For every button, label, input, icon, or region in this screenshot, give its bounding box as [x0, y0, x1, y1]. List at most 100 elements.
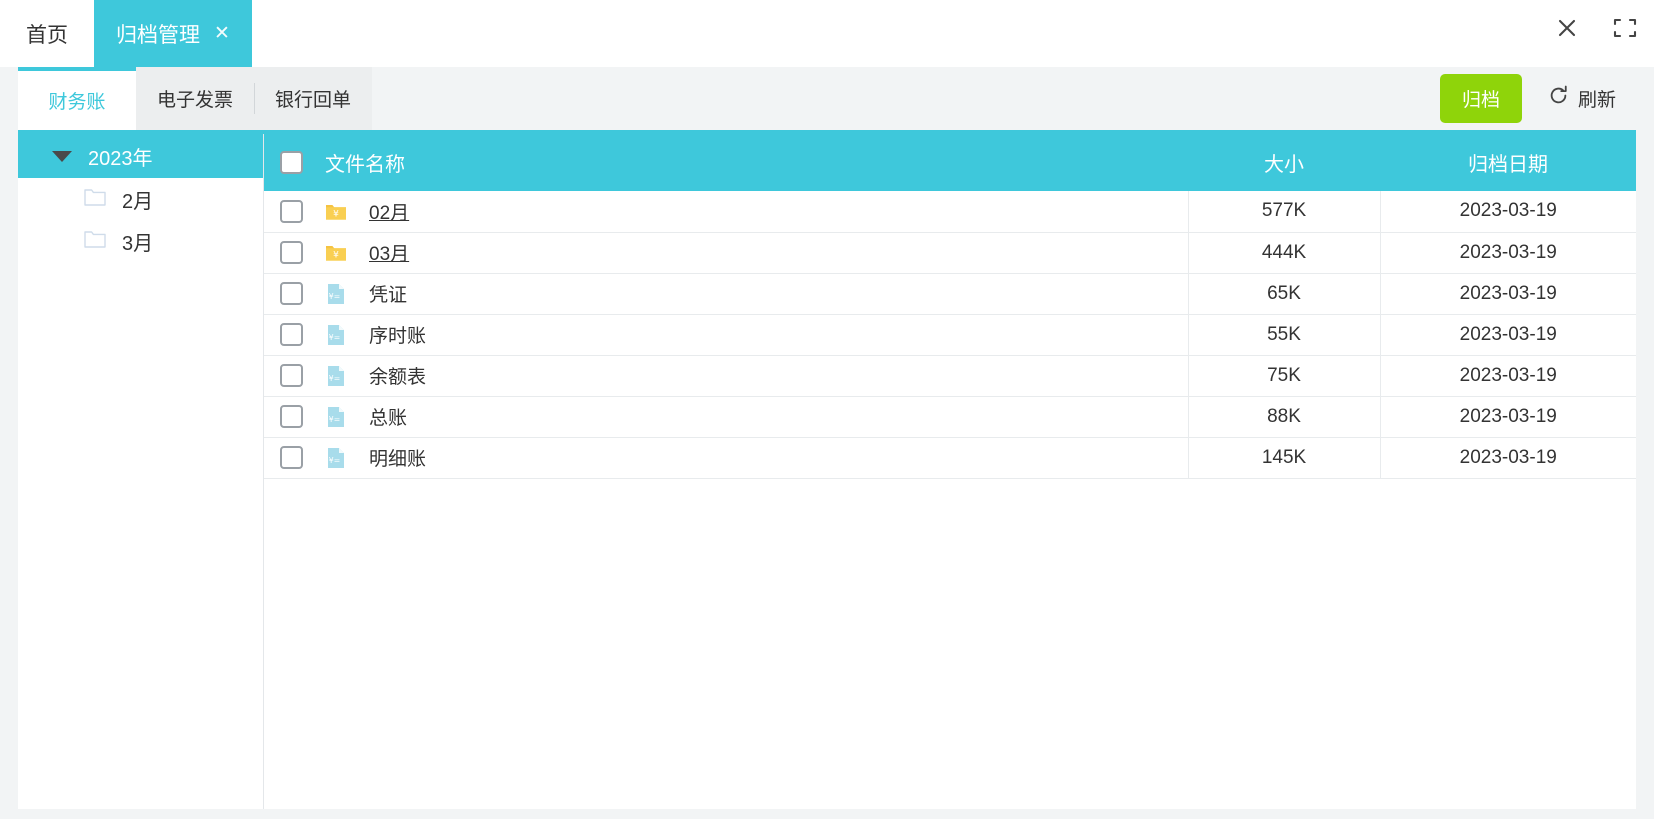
- select-all-checkbox[interactable]: [280, 151, 303, 174]
- cell-archive-date: 2023-03-19: [1379, 191, 1636, 233]
- cell-file-name: ¥02月: [264, 191, 1188, 233]
- file-icon: ¥=: [325, 406, 347, 428]
- file-name-label[interactable]: 03月: [369, 244, 410, 265]
- window-tab-bar-spacer: [252, 0, 1538, 67]
- svg-text:¥: ¥: [333, 209, 339, 219]
- row-checkbox[interactable]: [280, 446, 303, 469]
- file-table-panel: 文件名称 大小 归档日期 ¥02月 577K 2023-03-19 ¥03月 444K 2…: [264, 134, 1636, 809]
- cell-file-name: ¥= 总账: [264, 396, 1188, 438]
- cell-size: 88K: [1187, 396, 1380, 438]
- table-row[interactable]: ¥02月 577K 2023-03-19: [264, 191, 1636, 233]
- tab-archive-management[interactable]: 归档管理 ✕: [94, 0, 252, 67]
- tab-bank-receipt[interactable]: 银行回单: [254, 67, 372, 130]
- file-table: 文件名称 大小 归档日期 ¥02月 577K 2023-03-19 ¥03月 444K 2…: [264, 134, 1636, 479]
- main-body: 2023年 2月 3月: [18, 134, 1636, 809]
- tab-electronic-invoice[interactable]: 电子发票: [136, 67, 254, 130]
- tab-home[interactable]: 首页: [0, 0, 94, 67]
- svg-text:¥=: ¥=: [329, 292, 341, 301]
- cell-size: 65K: [1187, 273, 1380, 315]
- tree-node-year-2023-label: 2023年: [88, 147, 153, 170]
- column-header-archive-date: 归档日期: [1380, 134, 1636, 191]
- table-row[interactable]: ¥= 明细账 145K 2023-03-19: [264, 437, 1636, 479]
- table-row[interactable]: ¥03月 444K 2023-03-19: [264, 232, 1636, 274]
- content-frame: 财务账 电子发票 银行回单 归档 刷新: [18, 67, 1636, 809]
- cell-archive-date: 2023-03-19: [1379, 396, 1636, 438]
- table-row[interactable]: ¥= 余额表 75K 2023-03-19: [264, 355, 1636, 397]
- row-checkbox[interactable]: [280, 199, 303, 223]
- folder-icon: [84, 229, 106, 254]
- tab-electronic-invoice-label: 电子发票: [156, 90, 233, 111]
- tree-node-month-3-label: 3月: [122, 232, 154, 255]
- cell-size: 145K: [1187, 437, 1380, 479]
- file-name-label: 明细账: [369, 449, 427, 470]
- folder-tree: 2023年 2月 3月: [18, 134, 264, 809]
- toolbar: 归档 刷新: [1439, 67, 1636, 130]
- folder-icon: [84, 187, 106, 212]
- window-close-button[interactable]: [1538, 0, 1596, 55]
- tree-node-month-2-label: 2月: [122, 190, 154, 213]
- refresh-label: 刷新: [1577, 90, 1616, 111]
- svg-text:¥=: ¥=: [329, 333, 341, 342]
- file-name-label: 总账: [369, 408, 408, 429]
- file-table-head: 文件名称 大小 归档日期: [264, 134, 1636, 191]
- cell-size: 577K: [1187, 191, 1380, 233]
- row-checkbox[interactable]: [280, 282, 303, 305]
- cell-size: 55K: [1187, 314, 1380, 356]
- svg-text:¥=: ¥=: [329, 456, 341, 465]
- file-name-label: 凭证: [369, 285, 408, 306]
- tree-node-month-3[interactable]: 3月: [18, 220, 263, 262]
- file-name-label: 余额表: [369, 367, 427, 388]
- file-name-label: 序时账: [369, 326, 427, 347]
- window-tab-bar: 首页 归档管理 ✕: [0, 0, 1654, 67]
- cell-file-name: ¥03月: [264, 232, 1188, 274]
- cell-archive-date: 2023-03-19: [1379, 232, 1636, 274]
- file-icon: ¥=: [325, 283, 347, 305]
- sub-tab-bar: 财务账 电子发票 银行回单 归档 刷新: [18, 67, 1636, 134]
- cell-archive-date: 2023-03-19: [1379, 273, 1636, 315]
- cell-file-name: ¥= 余额表: [264, 355, 1188, 397]
- column-header-size: 大小: [1188, 134, 1380, 191]
- file-table-header-row: 文件名称 大小 归档日期: [264, 134, 1636, 191]
- cell-size: 75K: [1187, 355, 1380, 397]
- svg-text:¥=: ¥=: [329, 374, 341, 383]
- file-icon: ¥=: [325, 324, 347, 346]
- chevron-down-icon[interactable]: [52, 150, 72, 162]
- table-row[interactable]: ¥= 凭证 65K 2023-03-19: [264, 273, 1636, 315]
- sub-tab-bar-spacer: [372, 67, 1440, 130]
- tab-close-icon[interactable]: ✕: [214, 23, 230, 44]
- tab-financial-accounts-label: 财务账: [48, 92, 106, 113]
- tab-bank-receipt-label: 银行回单: [274, 90, 351, 111]
- file-name-label[interactable]: 02月: [369, 202, 410, 224]
- cell-archive-date: 2023-03-19: [1379, 355, 1636, 397]
- cell-file-name: ¥= 凭证: [264, 273, 1188, 315]
- row-checkbox[interactable]: [280, 323, 303, 346]
- folder-icon: ¥: [325, 242, 347, 264]
- tab-archive-management-label: 归档管理: [116, 23, 200, 47]
- file-table-body: ¥02月 577K 2023-03-19 ¥03月 444K 2023-03-19 ¥= 凭证…: [264, 191, 1636, 479]
- cell-archive-date: 2023-03-19: [1379, 437, 1636, 479]
- tree-node-year-2023[interactable]: 2023年: [18, 134, 263, 178]
- tree-node-month-2[interactable]: 2月: [18, 178, 263, 220]
- column-header-file-name-label: 文件名称: [325, 154, 405, 176]
- svg-text:¥: ¥: [333, 251, 339, 261]
- window-restore-button[interactable]: [1596, 0, 1654, 55]
- file-icon: ¥=: [325, 447, 347, 469]
- left-gutter: [0, 67, 18, 819]
- table-row[interactable]: ¥= 序时账 55K 2023-03-19: [264, 314, 1636, 356]
- folder-icon: ¥: [325, 200, 347, 222]
- cell-file-name: ¥= 序时账: [264, 314, 1188, 356]
- refresh-button[interactable]: 刷新: [1548, 85, 1616, 112]
- row-checkbox[interactable]: [280, 405, 303, 428]
- right-gutter: [1636, 67, 1654, 819]
- row-checkbox[interactable]: [280, 364, 303, 387]
- tab-financial-accounts[interactable]: 财务账: [18, 67, 136, 130]
- table-row[interactable]: ¥= 总账 88K 2023-03-19: [264, 396, 1636, 438]
- svg-text:¥=: ¥=: [329, 415, 341, 424]
- column-header-file-name: 文件名称: [264, 134, 1188, 191]
- archive-button[interactable]: 归档: [1439, 74, 1522, 123]
- row-checkbox[interactable]: [280, 241, 303, 264]
- tab-home-label: 首页: [26, 23, 68, 47]
- cell-file-name: ¥= 明细账: [264, 437, 1188, 479]
- cell-size: 444K: [1187, 232, 1380, 274]
- refresh-icon: [1548, 85, 1569, 112]
